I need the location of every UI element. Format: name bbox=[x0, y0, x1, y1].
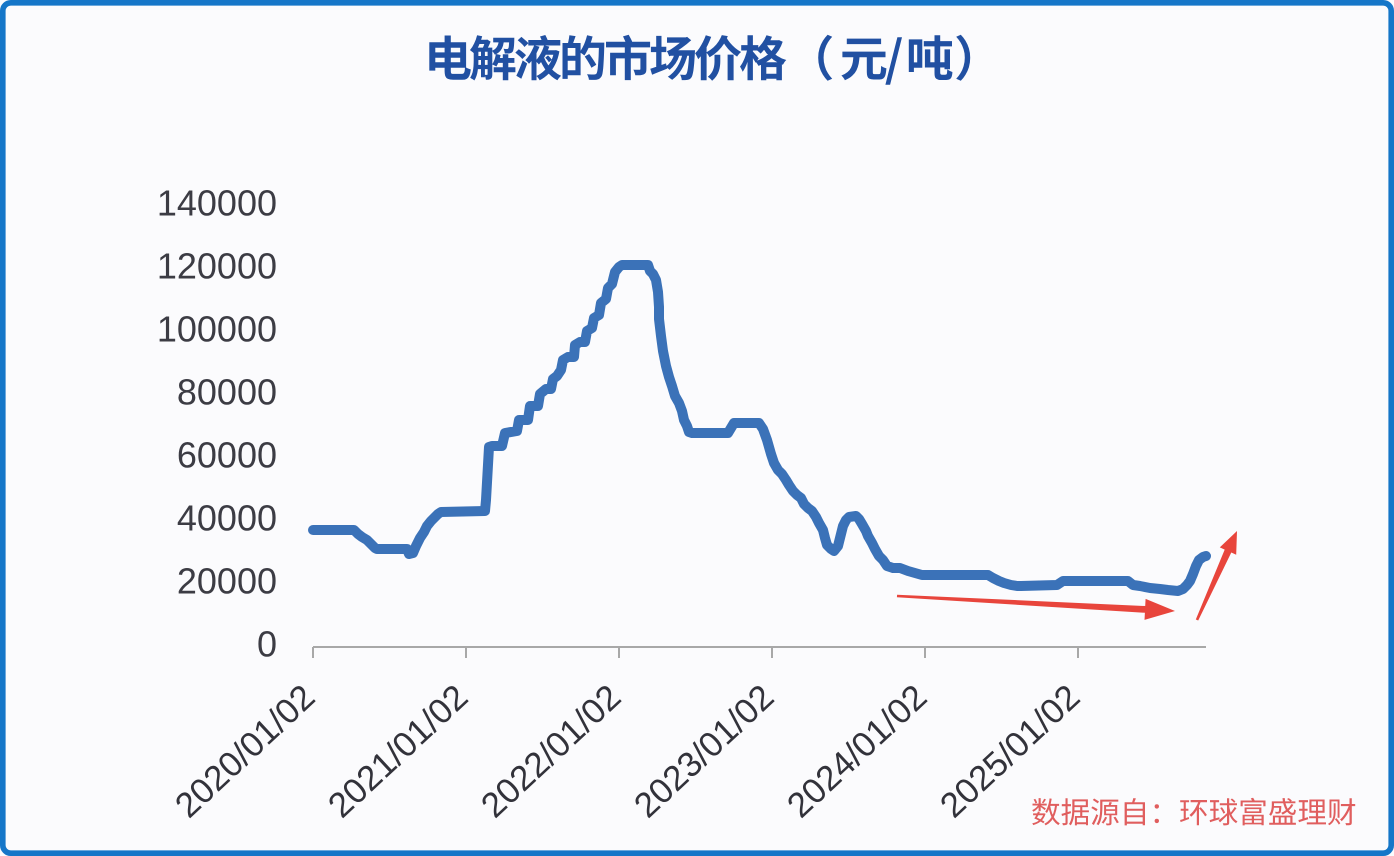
svg-text:40000: 40000 bbox=[177, 498, 277, 539]
svg-text:120000: 120000 bbox=[157, 246, 277, 287]
svg-text:20000: 20000 bbox=[177, 561, 277, 602]
svg-text:80000: 80000 bbox=[177, 372, 277, 413]
svg-text:0: 0 bbox=[257, 624, 277, 665]
svg-text:60000: 60000 bbox=[177, 435, 277, 476]
svg-text:100000: 100000 bbox=[157, 309, 277, 350]
svg-text:140000: 140000 bbox=[157, 183, 277, 224]
